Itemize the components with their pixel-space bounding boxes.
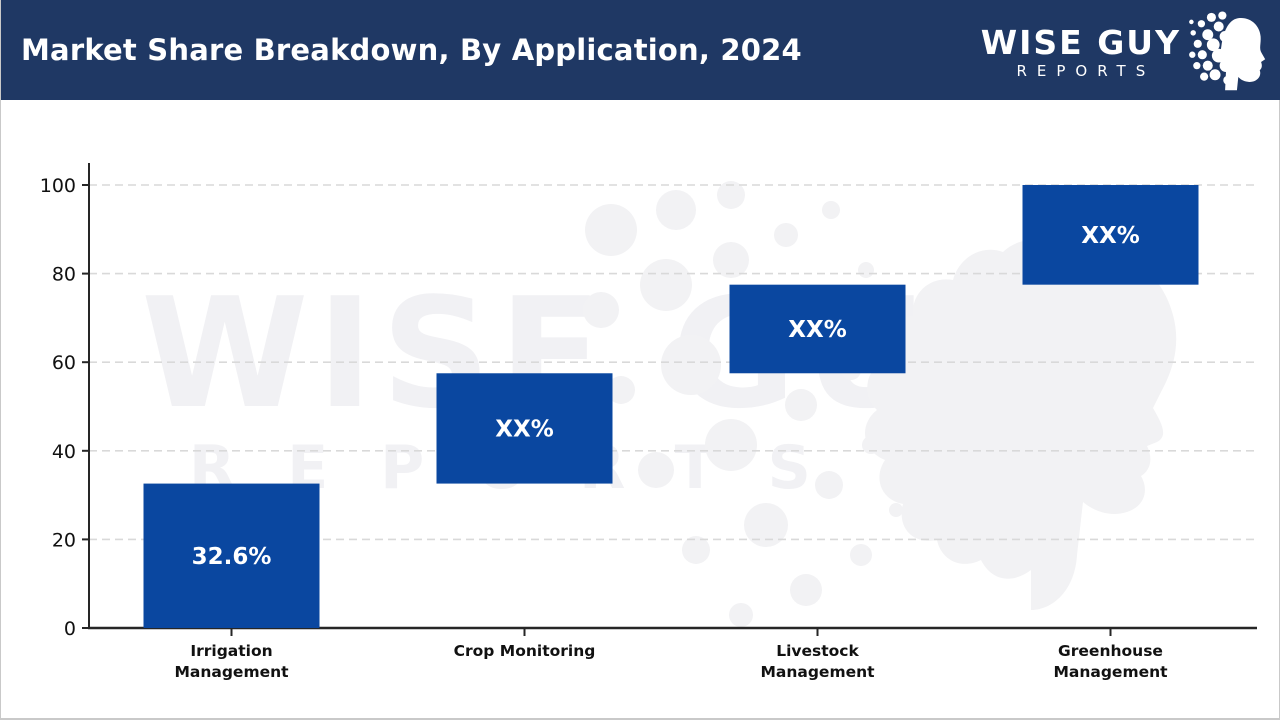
bar-0 xyxy=(143,483,320,628)
brand-logo-subtitle: REPORTS xyxy=(1016,61,1156,80)
page-title: Market Share Breakdown, By Application, … xyxy=(21,33,802,67)
y-tick-label-40: 40 xyxy=(52,441,76,463)
brand-logo-wordmark: WISE GUY xyxy=(980,22,1181,62)
y-tick-label-20: 20 xyxy=(52,529,76,551)
bar-1 xyxy=(436,373,613,484)
category-label-3-line-1: Management xyxy=(1053,663,1168,681)
bar-2 xyxy=(729,284,906,374)
header-bar: Market Share Breakdown, By Application, … xyxy=(1,0,1280,100)
y-tick-label-0: 0 xyxy=(64,618,76,640)
bar-value-label-3: XX% xyxy=(1081,223,1140,249)
watermark-head-dots xyxy=(583,181,1177,627)
category-label-0-line-1: Management xyxy=(174,663,289,681)
category-label-2-line-1: Management xyxy=(760,663,875,681)
y-tick-label-60: 60 xyxy=(52,352,76,374)
y-tick-label-100: 100 xyxy=(40,175,76,197)
brand-logo-text: WISE GUY REPORTS xyxy=(981,26,1181,79)
y-tick-label-80: 80 xyxy=(52,264,76,286)
category-label-1-line-0: Crop Monitoring xyxy=(454,642,596,660)
category-label-3-line-0: Greenhouse xyxy=(1058,642,1163,660)
bar-value-label-2: XX% xyxy=(788,317,847,343)
brand-logo-head-icon xyxy=(1189,11,1266,91)
category-label-2-line-0: Livestock xyxy=(776,642,859,660)
category-label-0-line-0: Irrigation xyxy=(190,642,272,660)
watermark-head-silhouette xyxy=(865,239,1177,610)
bar-value-label-1: XX% xyxy=(495,416,554,442)
bar-3 xyxy=(1022,185,1199,285)
bar-value-label-0: 32.6% xyxy=(192,544,272,570)
brand-logo: WISE GUY REPORTS xyxy=(981,11,1267,93)
